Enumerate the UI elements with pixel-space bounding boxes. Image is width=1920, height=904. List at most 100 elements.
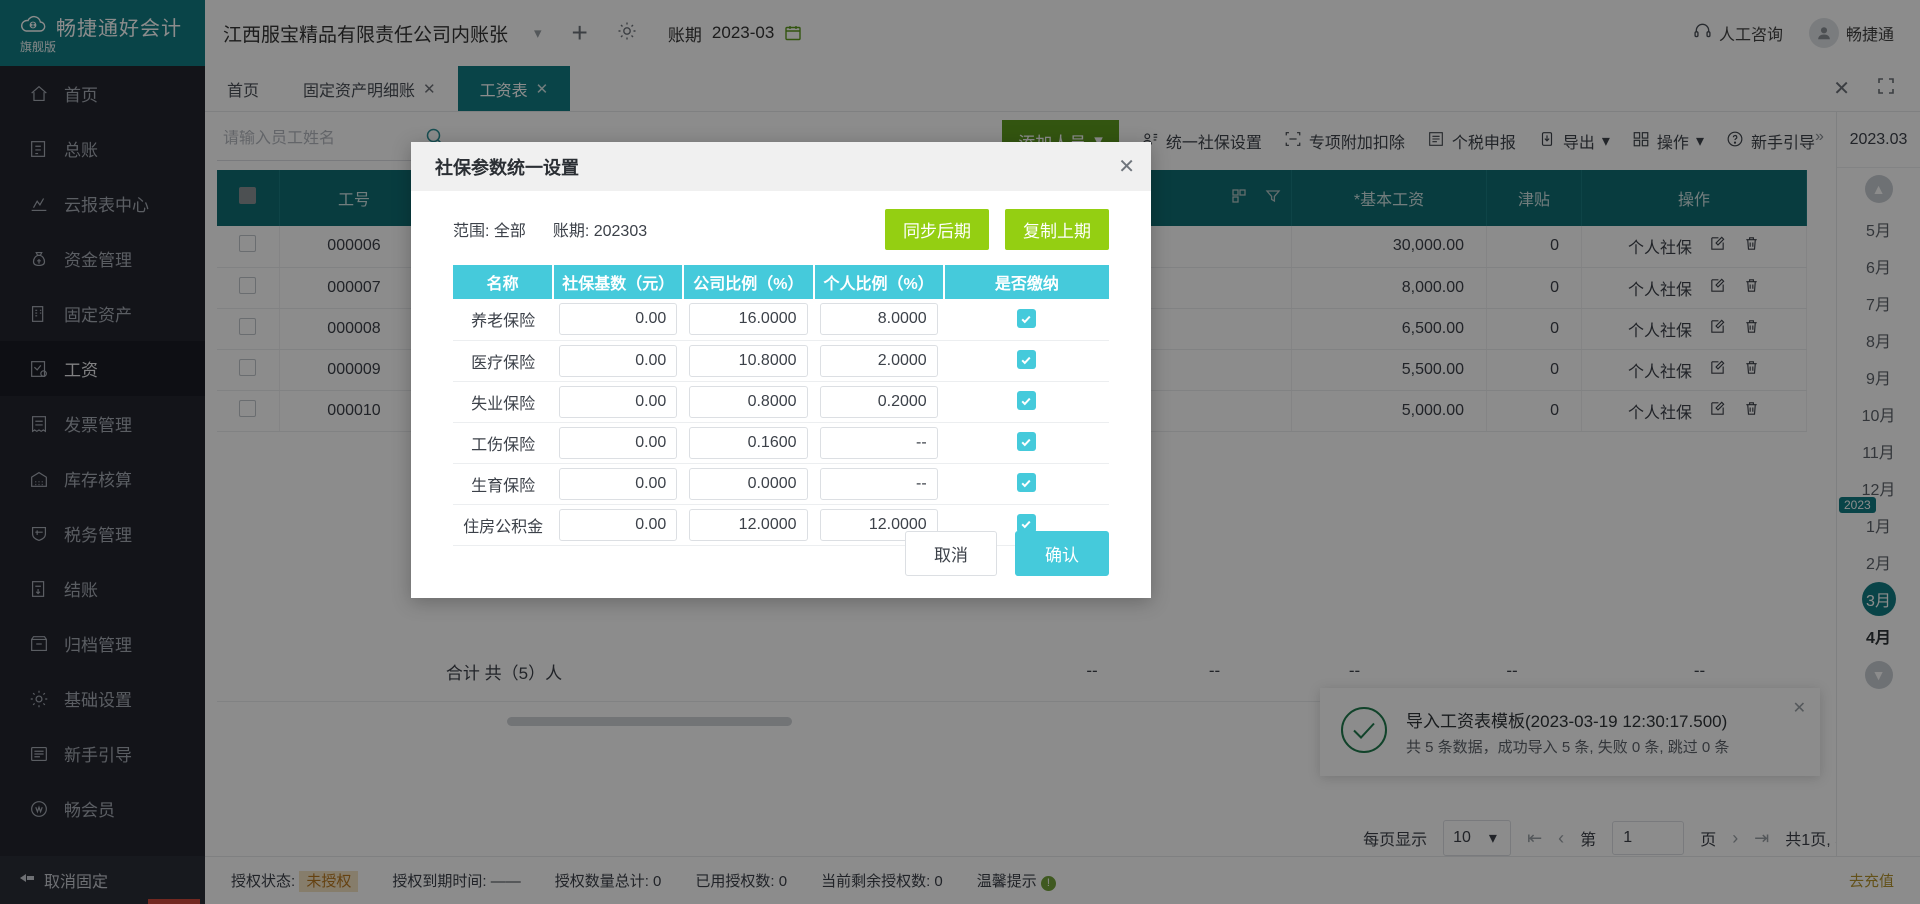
personal-ratio-input[interactable]: [819, 344, 938, 377]
row-select-cell[interactable]: [217, 308, 280, 350]
row-checkbox[interactable]: [239, 235, 257, 253]
copy-previous-button[interactable]: 复制上期: [1005, 209, 1109, 250]
row-select-cell[interactable]: [217, 390, 280, 432]
sidebar-pin-toggle[interactable]: 取消固定: [0, 856, 205, 904]
confirm-button[interactable]: 确认: [1015, 531, 1109, 576]
sidebar-item-3[interactable]: 资金管理: [0, 231, 205, 286]
base-input[interactable]: [559, 385, 678, 418]
rail-month-11[interactable]: 4月: [1837, 617, 1920, 654]
personal-ratio-input[interactable]: [819, 303, 938, 336]
sidebar-item-11[interactable]: 基础设置: [0, 671, 205, 726]
tab-close-icon[interactable]: ✕: [535, 80, 549, 98]
personal-ratio-input[interactable]: [819, 385, 938, 418]
col-basic-salary[interactable]: *基本工资: [1291, 170, 1487, 226]
sidebar-item-5[interactable]: 工资: [0, 341, 205, 396]
rail-month-3[interactable]: 8月: [1837, 321, 1920, 358]
paid-checkbox[interactable]: [1016, 350, 1036, 370]
personal-social-security-link[interactable]: 个人社保: [1627, 240, 1692, 258]
tab-1[interactable]: 固定资产明细账 ✕: [281, 66, 458, 111]
sidebar-item-12[interactable]: 新手引导: [0, 726, 205, 781]
prev-page-icon[interactable]: ‹: [1558, 827, 1565, 848]
col-id[interactable]: 工号: [279, 170, 430, 226]
horizontal-scrollbar[interactable]: [507, 717, 792, 726]
toolbar-tax-report-button[interactable]: 个税申报: [1427, 129, 1516, 153]
rail-month-7[interactable]: 12月: [1837, 469, 1920, 506]
trash-icon[interactable]: [1743, 400, 1760, 422]
first-page-icon[interactable]: ⇤: [1527, 827, 1543, 848]
tip-block[interactable]: 温馨提示 !: [977, 870, 1056, 891]
recharge-link[interactable]: 去充值: [1848, 873, 1894, 890]
close-icon[interactable]: ✕: [1833, 78, 1850, 100]
base-input[interactable]: [559, 467, 678, 500]
sidebar-item-13[interactable]: 畅会员: [0, 781, 205, 836]
tab-0[interactable]: 首页: [205, 66, 281, 111]
toolbar-export-button[interactable]: 导出 ▾: [1538, 129, 1610, 153]
base-input[interactable]: [559, 508, 678, 541]
select-all-checkbox[interactable]: [239, 187, 257, 204]
edit-icon[interactable]: [1709, 318, 1726, 340]
sidebar-item-6[interactable]: 发票管理: [0, 396, 205, 451]
collapse-right-icon[interactable]: »: [1815, 128, 1824, 145]
last-page-icon[interactable]: ⇥: [1754, 827, 1770, 848]
rail-month-10[interactable]: 3月: [1837, 580, 1920, 617]
rail-month-2[interactable]: 7月: [1837, 284, 1920, 321]
sidebar-item-4[interactable]: 固定资产: [0, 286, 205, 341]
company-ratio-input[interactable]: [689, 303, 808, 336]
sidebar-item-9[interactable]: 结账: [0, 561, 205, 616]
edit-icon[interactable]: [1709, 277, 1726, 299]
personal-social-security-link[interactable]: 个人社保: [1627, 404, 1692, 422]
select-all-cell[interactable]: [217, 170, 280, 226]
search-input[interactable]: [223, 130, 403, 148]
edit-icon[interactable]: [1709, 400, 1726, 422]
per-page-select[interactable]: 10 ▾: [1443, 820, 1512, 856]
company-ratio-input[interactable]: [689, 344, 808, 377]
sidebar-item-7[interactable]: 库存核算: [0, 451, 205, 506]
period-selector[interactable]: 账期 2023-03: [668, 21, 802, 46]
base-input[interactable]: [559, 426, 678, 459]
search-box[interactable]: [217, 122, 452, 161]
rail-scroll-down-button[interactable]: ▼: [1864, 661, 1893, 689]
row-checkbox[interactable]: [239, 399, 257, 417]
sidebar-item-1[interactable]: 总账: [0, 121, 205, 176]
edit-icon[interactable]: [1709, 359, 1726, 381]
tab-2[interactable]: 工资表 ✕: [457, 66, 571, 111]
toolbar-help-circle-button[interactable]: 新手引导: [1726, 129, 1815, 153]
sync-later-button[interactable]: 同步后期: [885, 209, 989, 250]
sidebar-item-8[interactable]: 税务管理: [0, 506, 205, 561]
col-allowance[interactable]: 津贴: [1486, 170, 1582, 226]
sidebar-item-2[interactable]: 云报表中心: [0, 176, 205, 231]
fullscreen-icon[interactable]: [1876, 76, 1896, 102]
sidebar-item-0[interactable]: 首页: [0, 66, 205, 121]
paid-checkbox[interactable]: [1016, 309, 1036, 328]
rail-month-6[interactable]: 11月: [1837, 432, 1920, 469]
rail-month-0[interactable]: 5月: [1837, 210, 1920, 247]
user-menu[interactable]: 畅捷通: [1808, 18, 1894, 48]
sidebar-item-10[interactable]: 归档管理: [0, 616, 205, 671]
rail-month-8[interactable]: 2023 1月: [1837, 497, 1920, 543]
personal-social-security-link[interactable]: 个人社保: [1627, 322, 1692, 340]
toolbar-deduction-button[interactable]: 专项附加扣除: [1284, 129, 1405, 153]
row-select-cell[interactable]: [217, 226, 280, 268]
next-page-icon[interactable]: ›: [1732, 827, 1739, 848]
gear-icon[interactable]: [616, 20, 638, 47]
base-input[interactable]: [559, 344, 678, 377]
paid-checkbox[interactable]: [1016, 473, 1036, 493]
column-settings-icon[interactable]: [1231, 188, 1251, 208]
support-link[interactable]: 人工咨询: [1693, 21, 1783, 45]
rail-month-9[interactable]: 2月: [1837, 543, 1920, 580]
personal-social-security-link[interactable]: 个人社保: [1627, 363, 1692, 381]
cancel-button[interactable]: 取消: [905, 531, 997, 576]
plus-icon[interactable]: +: [571, 17, 588, 48]
row-select-cell[interactable]: [217, 349, 280, 391]
company-ratio-input[interactable]: [689, 467, 808, 500]
rail-month-4[interactable]: 9月: [1837, 358, 1920, 395]
row-checkbox[interactable]: [239, 317, 257, 335]
company-ratio-input[interactable]: [689, 508, 808, 541]
personal-ratio-input[interactable]: [819, 467, 938, 500]
paid-checkbox[interactable]: [1016, 514, 1036, 534]
personal-social-security-link[interactable]: 个人社保: [1627, 281, 1692, 299]
page-input[interactable]: [1612, 821, 1685, 855]
trash-icon[interactable]: [1743, 318, 1760, 340]
company-name[interactable]: 江西服宝精品有限责任公司内账张: [223, 24, 509, 46]
paid-checkbox[interactable]: [1016, 391, 1036, 411]
